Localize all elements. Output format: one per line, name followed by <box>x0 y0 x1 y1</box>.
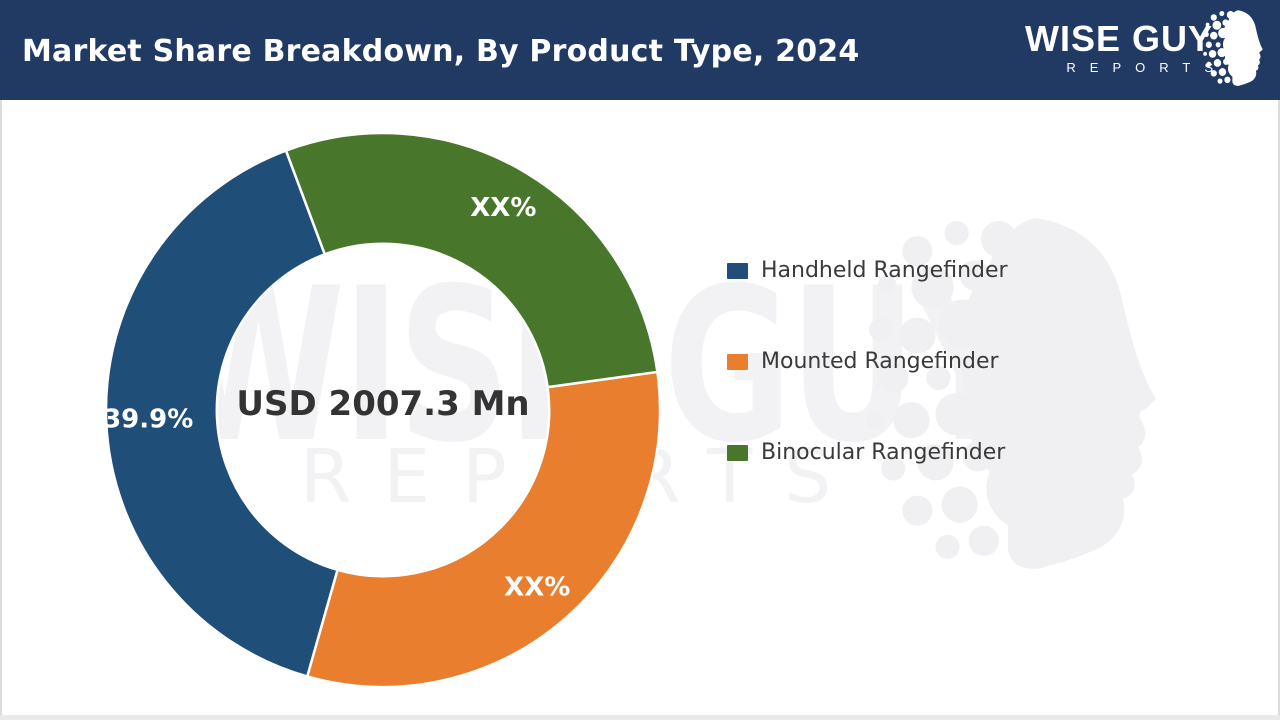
legend-swatch-handheld <box>727 262 748 279</box>
legend-swatch-binocular <box>727 444 748 461</box>
donut-slice-handheld-rangefinder <box>104 149 339 678</box>
logo-wordmark: WISE GUY <box>1024 18 1213 59</box>
donut-slice-mounted-rangefinder <box>306 370 662 689</box>
legend-item-binocular: Binocular Rangefinder <box>727 440 1008 465</box>
legend-item-handheld: Handheld Rangefinder <box>727 258 1008 283</box>
slice-value-label-handheld-rangefinder: 39.9% <box>103 405 193 435</box>
bottom-edge <box>0 715 1280 720</box>
page-title: Market Share Breakdown, By Product Type,… <box>22 34 860 69</box>
legend-item-mounted: Mounted Rangefinder <box>727 349 1008 374</box>
slice-value-label-binocular-rangefinder: XX% <box>470 193 536 223</box>
chart-area: WISE GUY REPORTS 39.9%XX%XX% USD 2007.3 … <box>0 100 1280 715</box>
logo-face-icon <box>1202 9 1264 87</box>
center-value: USD 2007.3 Mn <box>236 384 530 424</box>
logo-subtitle: REPORTS <box>1066 60 1227 75</box>
header-bar: Market Share Breakdown, By Product Type,… <box>0 0 1280 100</box>
slice-value-label-mounted-rangefinder: XX% <box>504 572 570 602</box>
legend: Handheld Rangefinder Mounted Rangefinder… <box>727 258 1008 465</box>
legend-label-mounted: Mounted Rangefinder <box>761 349 999 374</box>
legend-label-binocular: Binocular Rangefinder <box>761 440 1006 465</box>
donut-slice-binocular-rangefinder <box>284 131 659 389</box>
brand-logo: WISE GUY REPORTS <box>1024 18 1213 75</box>
legend-label-handheld: Handheld Rangefinder <box>761 258 1008 283</box>
donut-chart: 39.9% XX% XX% <box>103 131 662 689</box>
legend-swatch-mounted <box>727 353 748 370</box>
